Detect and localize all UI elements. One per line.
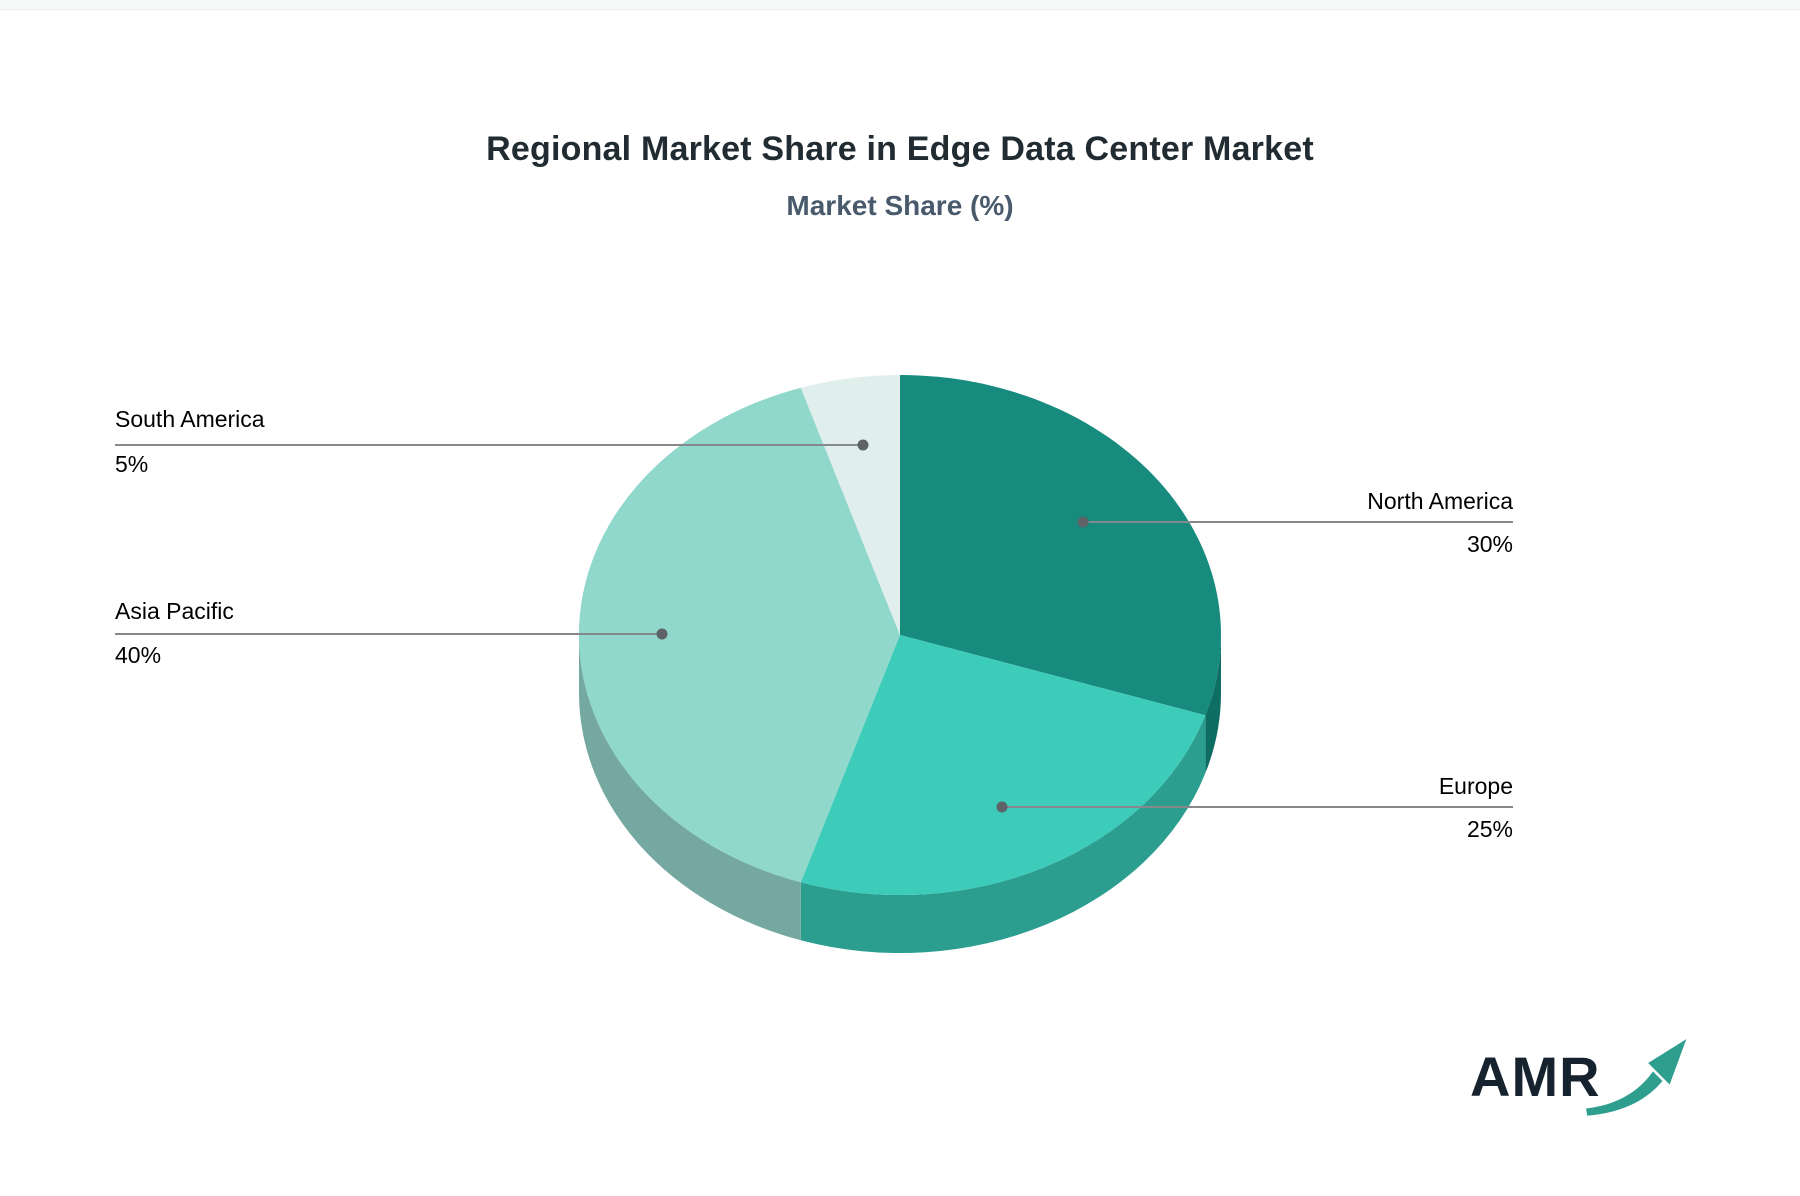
trend-up-arrow-icon [1586, 1039, 1687, 1116]
callout-label-north-america: North America [1367, 488, 1513, 514]
callout-label-south-america: South America [115, 406, 265, 432]
pie-slice-europe[interactable] [800, 635, 1206, 896]
window-top-strip [0, 0, 1800, 10]
amr-logo-text: AMR [1470, 1045, 1601, 1108]
pie-slice-asia-pacific[interactable] [578, 387, 900, 883]
pie-slice-south-america[interactable] [800, 374, 900, 635]
pie-slice-north-america[interactable] [900, 375, 1221, 716]
callout-value-south-america: 5% [115, 451, 149, 477]
callout-value-europe: 25% [1466, 816, 1513, 842]
leader-dot-europe [996, 801, 1008, 813]
callout-label-asia-pacific: Asia Pacific [115, 598, 234, 624]
pie-slice-side-europe [800, 715, 1206, 954]
pie-slice-side-asia-pacific [579, 635, 801, 941]
chart-title: Regional Market Share in Edge Data Cente… [486, 130, 1314, 168]
leader-dot-north-america [1077, 516, 1089, 528]
callout-value-north-america: 30% [1466, 531, 1513, 557]
pie-slice-side-north-america [1205, 635, 1221, 774]
callout-label-europe: Europe [1438, 773, 1513, 799]
leader-dot-south-america [857, 439, 869, 451]
callout-value-asia-pacific: 40% [115, 642, 162, 668]
chart-subtitle: Market Share (%) [786, 190, 1014, 221]
amr-logo: AMR [1470, 1032, 1700, 1122]
leader-dot-asia-pacific [656, 628, 668, 640]
